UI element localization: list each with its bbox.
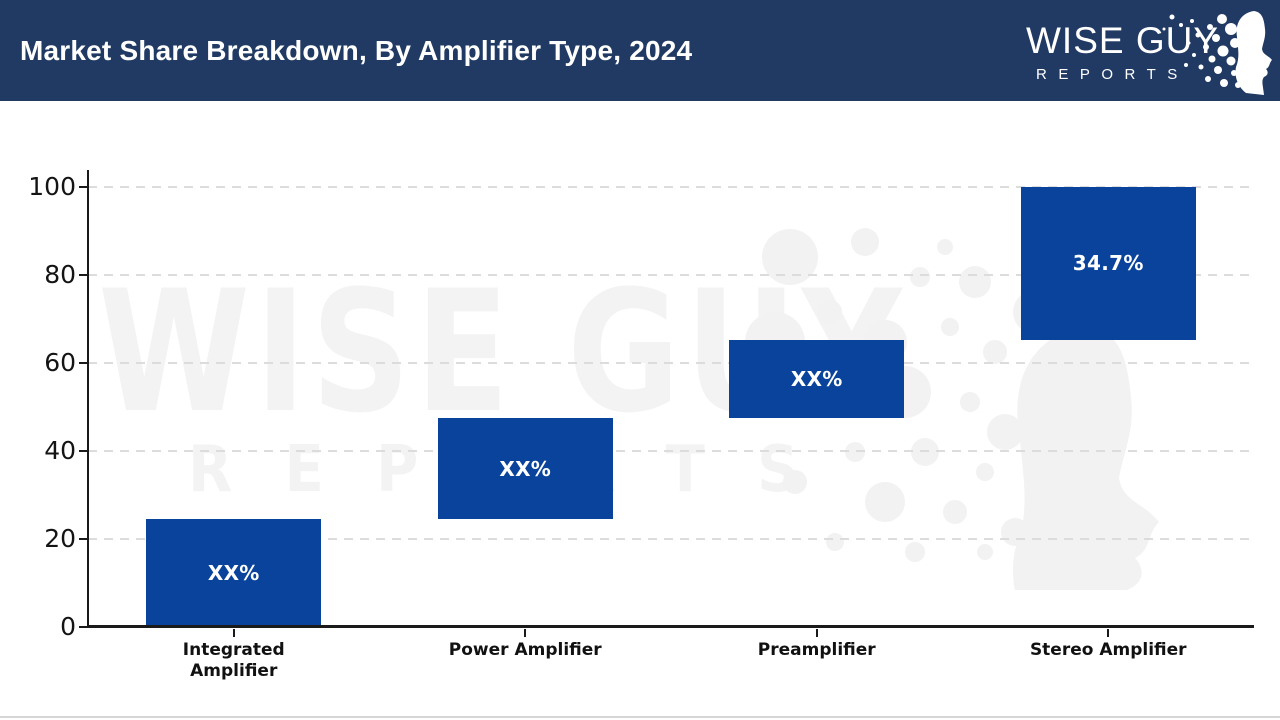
y-tick-80 bbox=[79, 274, 87, 276]
y-tick-20 bbox=[79, 538, 87, 540]
bar-value-label: XX% bbox=[207, 561, 260, 586]
y-tick-label-0: 0 bbox=[60, 612, 76, 641]
x-category-label-0: Integrated Amplifier bbox=[182, 640, 285, 682]
wise-guy-reports-logo: WISE GUY REPORTS bbox=[1026, 10, 1272, 95]
gridline-y-40 bbox=[88, 450, 1254, 452]
x-tick-0 bbox=[232, 629, 235, 637]
x-tick-1 bbox=[524, 629, 527, 637]
gridline-y-60 bbox=[88, 362, 1254, 364]
logo-sub-text: REPORTS bbox=[1036, 66, 1189, 83]
bar-stereo-amplifier: 34.7% bbox=[1020, 187, 1196, 340]
x-category-label-2: Preamplifier bbox=[757, 640, 876, 660]
x-tick-3 bbox=[1107, 629, 1110, 637]
bar-integrated-amplifier: XX% bbox=[146, 519, 322, 627]
bar-value-label: XX% bbox=[790, 367, 843, 392]
y-tick-label-20: 20 bbox=[44, 524, 76, 553]
footer-divider bbox=[0, 716, 1280, 718]
y-tick-label-40: 40 bbox=[44, 436, 76, 465]
header-bar: Market Share Breakdown, By Amplifier Typ… bbox=[0, 0, 1280, 101]
y-tick-0 bbox=[79, 626, 87, 628]
bar-value-label: 34.7% bbox=[1072, 251, 1144, 276]
x-category-label-1: Power Amplifier bbox=[448, 640, 602, 660]
x-tick-2 bbox=[815, 629, 818, 637]
bar-power-amplifier: XX% bbox=[437, 418, 613, 520]
logo-brand-text: WISE GUY bbox=[1026, 20, 1219, 61]
y-tick-100 bbox=[79, 186, 87, 188]
bar-preamplifier: XX% bbox=[729, 339, 905, 419]
gridline-y-80 bbox=[88, 274, 1254, 276]
logo-dots-head-icon: WISE GUY REPORTS bbox=[1026, 10, 1272, 95]
x-axis-line bbox=[87, 625, 1254, 628]
y-tick-40 bbox=[79, 450, 87, 452]
x-category-label-3: Stereo Amplifier bbox=[1029, 640, 1187, 660]
y-tick-label-80: 80 bbox=[44, 260, 76, 289]
y-tick-60 bbox=[79, 362, 87, 364]
gridline-y-100 bbox=[88, 186, 1254, 188]
y-axis-line bbox=[87, 170, 89, 628]
chart-title: Market Share Breakdown, By Amplifier Typ… bbox=[20, 34, 693, 66]
y-tick-label-100: 100 bbox=[28, 172, 76, 201]
gridline-y-20 bbox=[88, 538, 1254, 540]
bar-value-label: XX% bbox=[499, 456, 552, 481]
y-tick-label-60: 60 bbox=[44, 348, 76, 377]
